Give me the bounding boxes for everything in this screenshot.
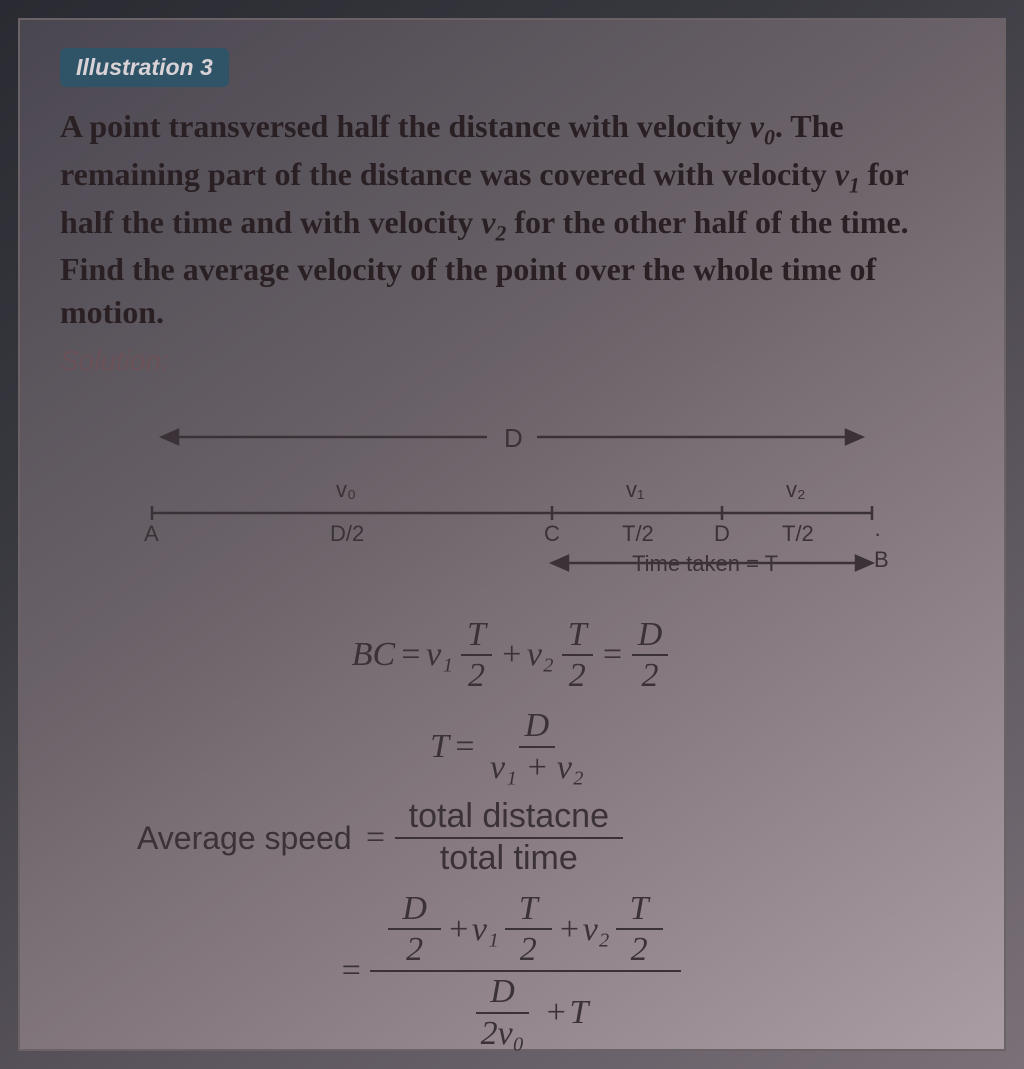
num-term2-den: 2 [617, 930, 662, 968]
bc-lhs: BC [352, 636, 395, 674]
t-den: v₁ + v₂ [484, 748, 590, 786]
num-term2-num: T [616, 891, 663, 931]
page-frame: Illustration 3 A point transversed half … [18, 18, 1006, 1051]
avg-expand-frac: D 2 + v₁ T 2 + v₂ T 2 [370, 891, 680, 1052]
equals-sign: = [453, 728, 476, 766]
time-taken-label: Time taken = T [632, 551, 778, 577]
num-term2-coef: v₂ [583, 912, 610, 948]
den-term0-frac: D 2v₀ [467, 974, 539, 1051]
bc-t2-den: 2 [563, 656, 592, 694]
bc-t2-num: T [562, 617, 593, 657]
equals-sign: = [399, 636, 422, 674]
bc-r-den: 2 [636, 656, 665, 694]
num-term1-frac: T 2 [505, 891, 552, 968]
equals-sign: = [364, 819, 387, 857]
equation-bc: BC = v₁ T 2 + v₂ T 2 = D 2 [60, 617, 964, 694]
num-term0-num: D [388, 891, 441, 931]
num-term2-frac: T 2 [616, 891, 663, 968]
num-join0: + [447, 912, 470, 948]
den-term1-plain: T [569, 995, 588, 1031]
total-distance-label: D [504, 423, 523, 454]
equation-avg-expand: = D 2 + v₁ T 2 + v₂ T [60, 891, 964, 1052]
equation-t: T = D v₁ + v₂ [60, 708, 964, 785]
tag-label: Illustration 3 [76, 54, 213, 80]
avg-def-den: total time [426, 839, 592, 877]
avg-expand-den: D 2v₀ + T [449, 972, 603, 1051]
t-frac: D v₁ + v₂ [484, 708, 590, 785]
den-join0: + [544, 995, 567, 1031]
bc-t1-coef: v₁ [426, 636, 453, 674]
t-num: D [519, 708, 556, 748]
seg0-velocity-label: v₀ [336, 477, 356, 503]
num-term0-den: 2 [392, 930, 437, 968]
num-term1-den: 2 [506, 930, 551, 968]
bc-t2-frac: T 2 [562, 617, 593, 694]
num-join1: + [558, 912, 581, 948]
bc-r-num: D [632, 617, 669, 657]
average-speed-label: Average speed [137, 820, 352, 857]
den-term0-den: 2v₀ [467, 1014, 539, 1052]
point-c-label: C [544, 521, 560, 547]
equations-block: BC = v₁ T 2 + v₂ T 2 = D 2 T = D [60, 617, 964, 1052]
t-lhs: T [430, 728, 449, 766]
avg-def-frac: total distacne total time [395, 799, 623, 876]
bc-t1-num: T [461, 617, 492, 657]
avg-def-num: total distacne [395, 799, 623, 839]
bc-plus1: + [500, 636, 523, 674]
problem-statement: A point transversed half the distance wi… [60, 105, 964, 335]
illustration-tag: Illustration 3 [60, 48, 229, 87]
seg1-time-label: T/2 [622, 521, 654, 547]
seg2-time-label: T/2 [782, 521, 814, 547]
solution-label: Solution: [60, 345, 964, 377]
equals-sign: = [339, 952, 362, 990]
bc-r-frac: D 2 [632, 617, 669, 694]
bc-t2-coef: v₂ [527, 636, 554, 674]
avg-expand-num: D 2 + v₁ T 2 + v₂ T 2 [370, 891, 680, 972]
num-term1-coef: v₁ [472, 912, 499, 948]
equation-avg-def: Average speed = total distacne total tim… [60, 799, 964, 876]
bc-t1-frac: T 2 [461, 617, 492, 694]
num-term0-frac: D 2 [388, 891, 441, 968]
distance-diagram: D v₀ v₁ v₂ A C D · B D/2 T/2 T/2 Time ta… [132, 403, 892, 603]
seg0-distance-label: D/2 [330, 521, 364, 547]
seg1-velocity-label: v₁ [626, 477, 644, 503]
bc-eq2: = [601, 636, 624, 674]
num-term1-num: T [505, 891, 552, 931]
den-term0-num: D [476, 974, 529, 1014]
point-b-label: · B [874, 521, 892, 573]
point-a-label: A [144, 521, 159, 547]
bc-t1-den: 2 [462, 656, 491, 694]
seg2-velocity-label: v₂ [786, 477, 806, 503]
point-d-label: D [714, 521, 730, 547]
